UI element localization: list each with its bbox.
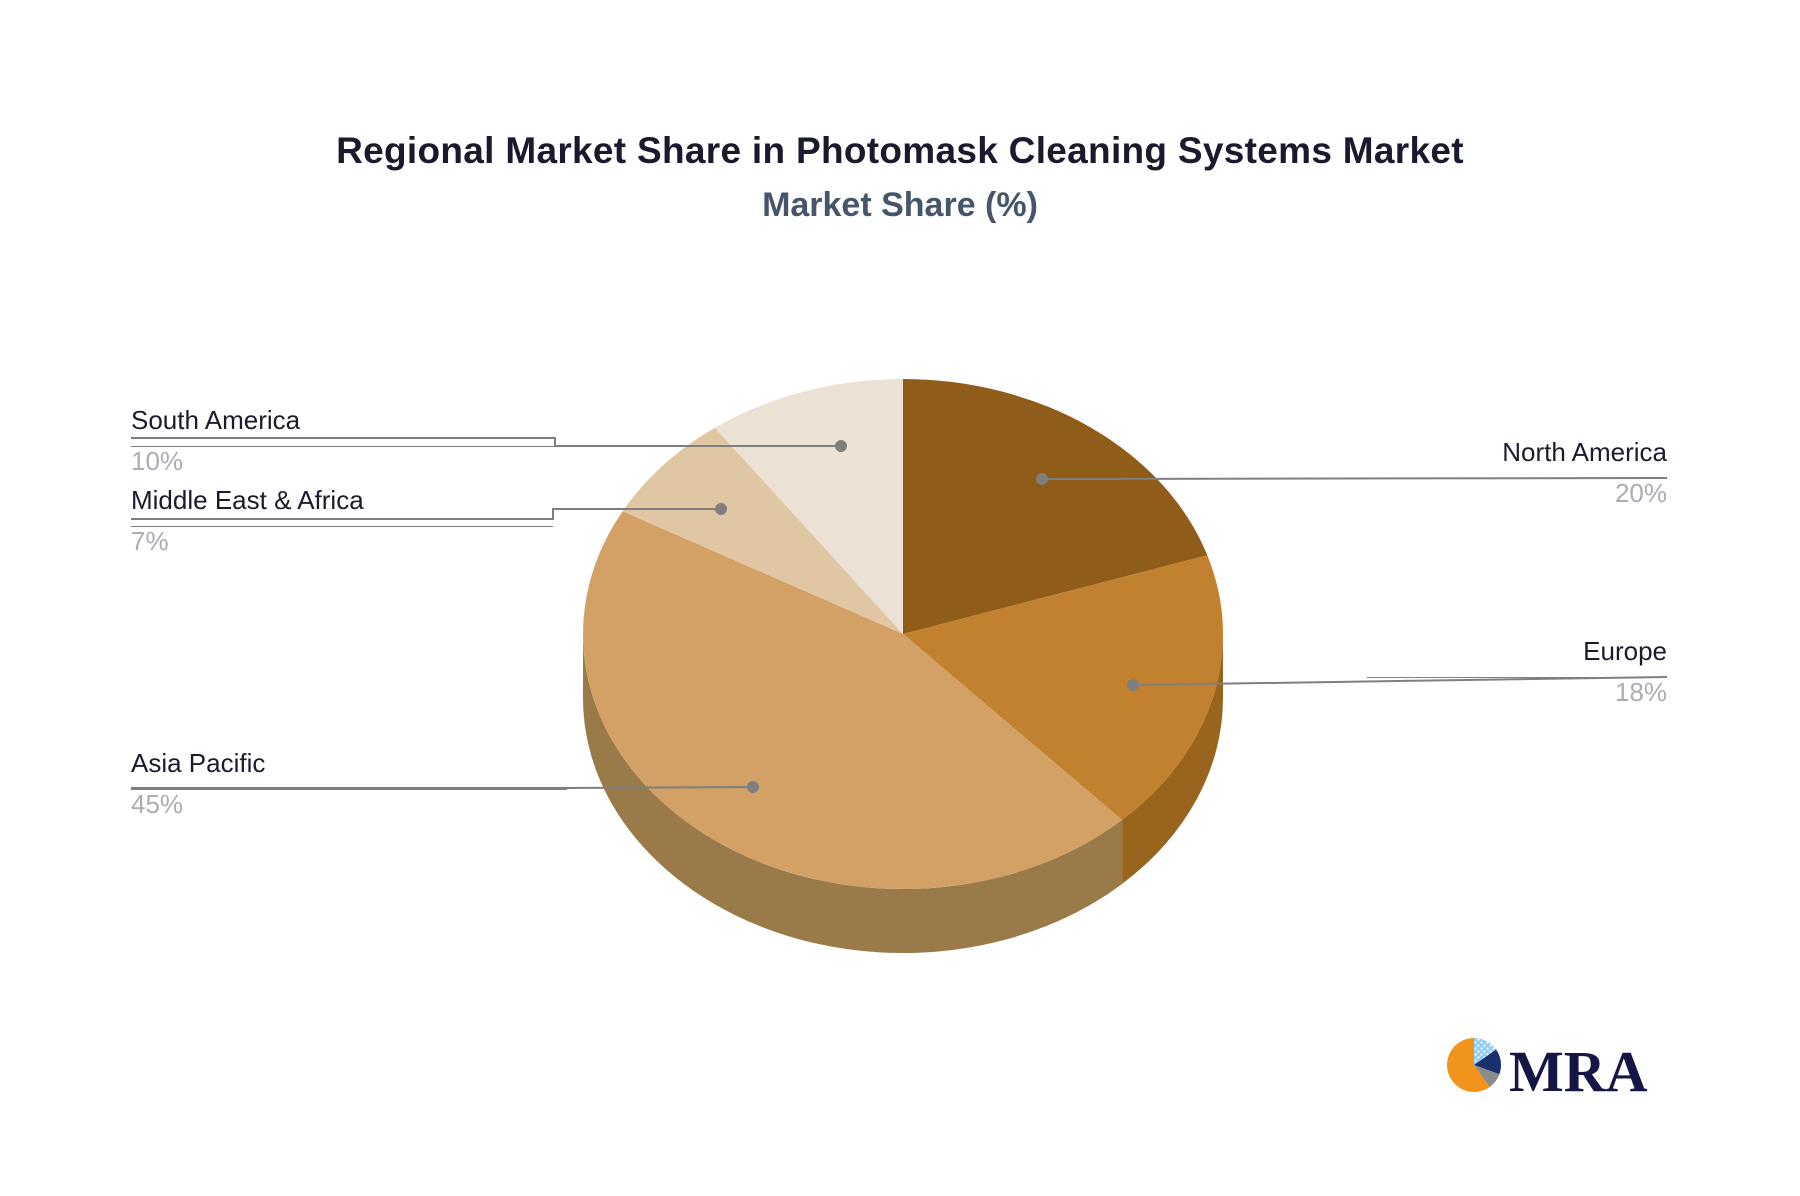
svg-text:MRA: MRA: [1509, 1039, 1648, 1104]
